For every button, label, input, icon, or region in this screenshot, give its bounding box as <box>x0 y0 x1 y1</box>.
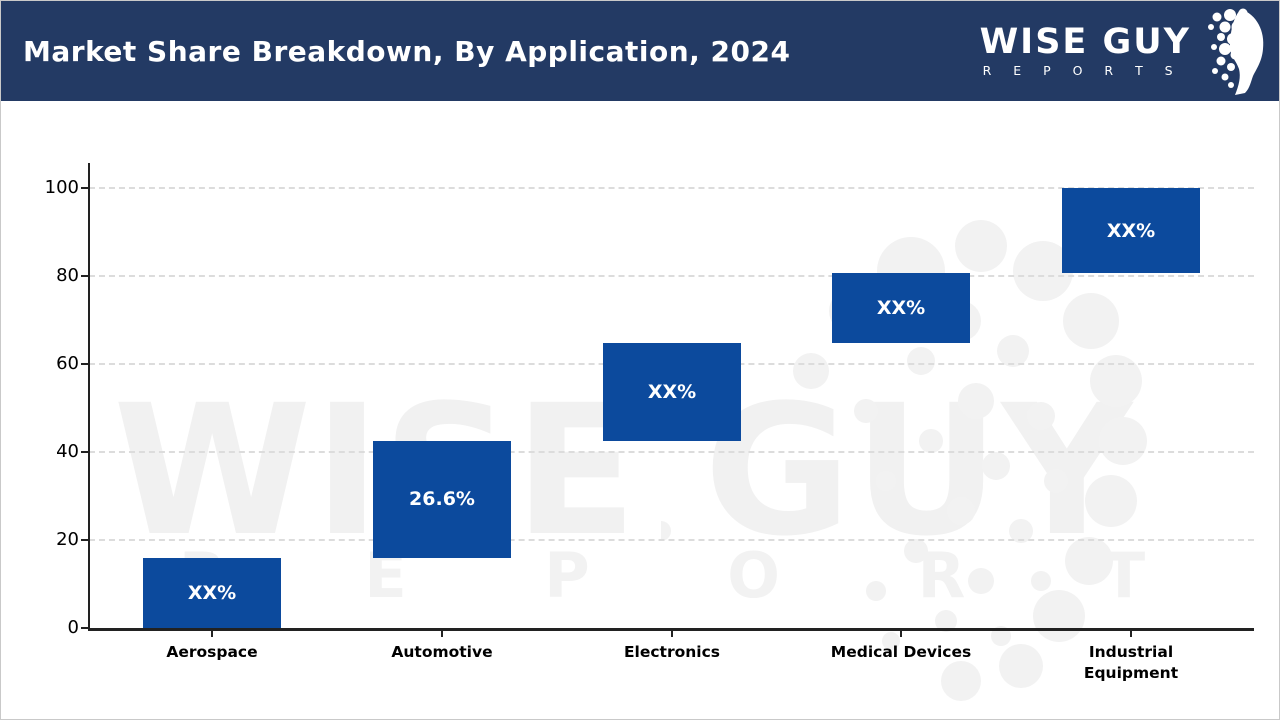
gridline <box>89 275 1254 277</box>
y-tick-mark <box>81 451 89 453</box>
bar-value-label: XX% <box>876 297 926 320</box>
y-tick-label: 80 <box>56 265 79 286</box>
x-tick-mark <box>441 631 443 637</box>
logo-subtitle: R E P O R T S <box>982 62 1182 78</box>
waterfall-bar: 26.6% <box>373 440 511 558</box>
wise-guy-reports-logo: WISE GUY R E P O R T S <box>980 5 1267 97</box>
gridline <box>89 539 1254 541</box>
x-category-label: Aerospace <box>166 643 258 661</box>
bar-value-label: XX% <box>187 581 237 604</box>
y-tick-mark <box>81 275 89 277</box>
logo-text: WISE GUY R E P O R T S <box>979 21 1191 78</box>
x-tick-mark <box>1130 631 1132 637</box>
bar-value-label: XX% <box>1106 219 1156 242</box>
x-category-label: Medical Devices <box>830 643 972 661</box>
gridline <box>89 451 1254 453</box>
header-bar: Market Share Breakdown, By Application, … <box>1 1 1279 101</box>
x-category-label: Industrial Equipment <box>1083 643 1179 682</box>
y-tick-label: 20 <box>56 529 79 550</box>
x-tick-mark <box>211 631 213 637</box>
y-tick-mark <box>81 363 89 365</box>
waterfall-bar: XX% <box>143 557 281 628</box>
y-tick-label: 40 <box>56 441 79 462</box>
y-tick-label: 0 <box>67 617 79 638</box>
dotted-head-icon <box>1208 8 1264 95</box>
logo-wordmark: WISE GUY <box>979 21 1191 62</box>
waterfall-bar: XX% <box>603 343 741 441</box>
waterfall-bar: XX% <box>1062 188 1200 274</box>
y-tick-label: 60 <box>56 353 79 374</box>
bar-value-label: XX% <box>647 380 697 403</box>
gridline <box>89 187 1254 189</box>
y-tick-label: 100 <box>44 177 79 198</box>
waterfall-bar: XX% <box>832 273 970 344</box>
chart-canvas: WISE GUY R E P O R T S <box>1 101 1279 719</box>
x-tick-mark <box>671 631 673 637</box>
x-category-label: Electronics <box>623 643 721 661</box>
x-tick-mark <box>900 631 902 637</box>
y-tick-mark <box>81 627 89 629</box>
x-category-label: Automotive <box>391 643 493 661</box>
x-axis-line <box>88 628 1254 631</box>
page-title: Market Share Breakdown, By Application, … <box>23 34 791 68</box>
y-axis-line <box>88 163 90 628</box>
y-tick-mark <box>81 187 89 189</box>
bar-value-label: 26.6% <box>409 488 475 511</box>
y-tick-mark <box>81 539 89 541</box>
